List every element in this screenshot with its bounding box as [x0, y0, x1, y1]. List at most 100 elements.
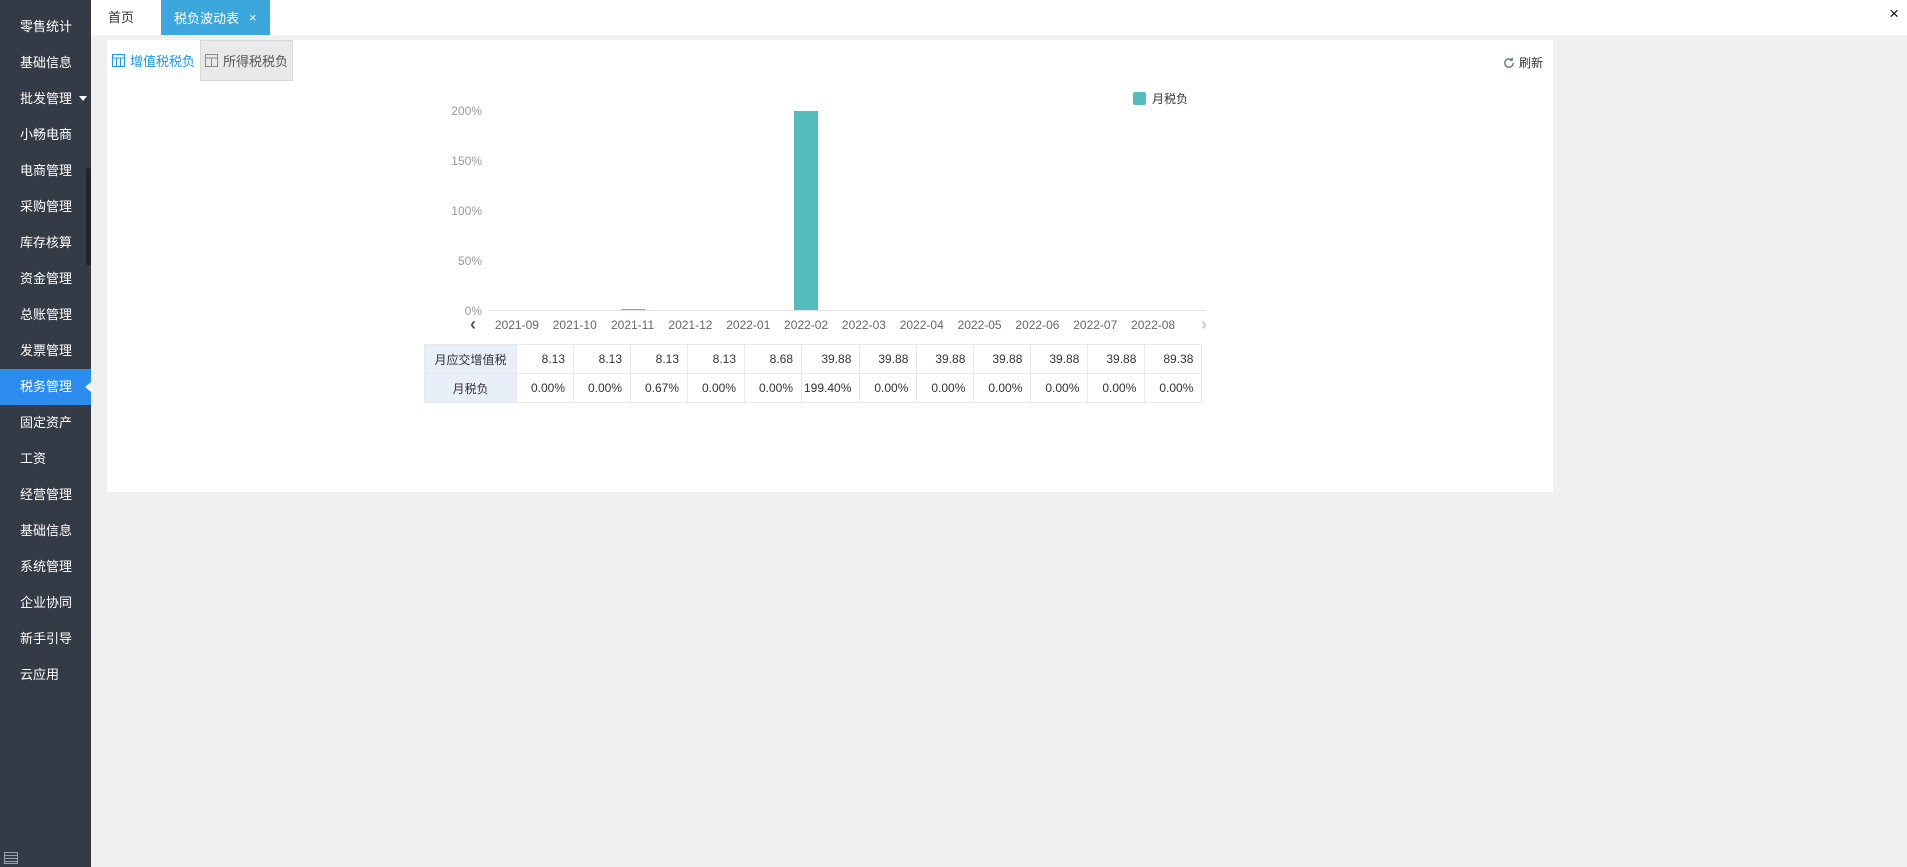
table-cell: 8.13 [630, 344, 688, 374]
x-axis-label: 2021-09 [494, 318, 539, 332]
sidebar-item[interactable]: 固定资产 [0, 405, 91, 441]
table-cell: 8.13 [687, 344, 745, 374]
legend-label: 月税负 [1152, 92, 1189, 106]
sidebar-item-label: 资金管理 [20, 271, 73, 286]
sidebar-scrollbar[interactable] [86, 168, 91, 265]
legend-swatch [1133, 92, 1146, 105]
sidebar-item[interactable]: 资金管理 [0, 261, 91, 297]
sidebar-item[interactable]: 新手引导 [0, 621, 91, 657]
refresh-button[interactable]: 刷新 [1503, 54, 1543, 71]
sidebar-item[interactable]: 基础信息 [0, 513, 91, 549]
x-axis-label: 2021-11 [610, 318, 655, 332]
chevron-down-icon [79, 96, 88, 101]
y-axis-label: 0% [464, 304, 482, 318]
sidebar-menu: 零售统计 基础信息 批发管理 小畅电商 电商管理 采购管理 库存核算 资金管理 总账管理 发票管理… [0, 9, 91, 693]
x-axis-label: 2022-08 [1131, 318, 1176, 332]
sidebar-item[interactable]: 总账管理 [0, 297, 91, 333]
sidebar-item[interactable]: 采购管理 [0, 189, 91, 225]
x-axis-label: 2022-07 [1073, 318, 1118, 332]
tabbar: 首页 税负波动表 × × [91, 0, 1907, 35]
sidebar-item[interactable]: 批发管理 [0, 81, 91, 117]
chart-bar [794, 110, 819, 310]
x-axis-label: 2022-03 [841, 318, 886, 332]
sidebar-item-label: 经营管理 [20, 487, 73, 502]
content-area: 增值税税负 所得税税负 刷新 [91, 35, 1907, 867]
chart-legend[interactable]: 月税负 [1133, 90, 1188, 107]
table-cell: 39.88 [800, 344, 861, 374]
table-cell: 39.88 [1030, 344, 1089, 374]
table-cell: 39.88 [1087, 344, 1146, 374]
sidebar-item-label: 基础信息 [20, 523, 73, 538]
tab-vat-tax-burden[interactable]: 增值税税负 [107, 40, 200, 81]
table-cell: 8.68 [744, 344, 802, 374]
x-axis-label: 2022-06 [1015, 318, 1060, 332]
sidebar-item-label: 批发管理 [20, 91, 73, 106]
refresh-icon [1504, 57, 1514, 68]
sidebar-item-label: 电商管理 [20, 163, 73, 178]
sidebar-item[interactable]: 零售统计 [0, 9, 91, 45]
chevron-right-icon[interactable]: › [1201, 314, 1207, 334]
sidebar-item[interactable]: 系统管理 [0, 549, 91, 585]
y-axis-label: 200% [451, 104, 482, 118]
window-close-icon[interactable]: × [1889, 4, 1899, 23]
sidebar-item[interactable]: 发票管理 [0, 333, 91, 369]
sidebar-item-label: 采购管理 [20, 199, 73, 214]
x-axis-label: 2021-12 [668, 318, 713, 332]
tab-active-label: 税负波动表 [174, 11, 240, 26]
y-axis-label: 50% [457, 254, 482, 268]
table-cell: 39.88 [916, 344, 975, 374]
table-cell: 0.00% [916, 373, 975, 403]
sidebar-item-label: 云应用 [20, 667, 60, 682]
tax-burden-panel: 增值税税负 所得税税负 刷新 [107, 40, 1553, 492]
x-axis-label: 2022-02 [784, 318, 829, 332]
sidebar-item[interactable]: 库存核算 [0, 225, 91, 261]
table-cell: 0.00% [973, 373, 1032, 403]
sidebar-item[interactable]: 企业协同 [0, 585, 91, 621]
sidebar-item-label: 税务管理 [20, 379, 73, 394]
table-cell: 0.00% [1144, 373, 1203, 403]
tab-close-icon[interactable]: × [249, 10, 257, 25]
y-axis-label: 100% [451, 204, 482, 218]
sidebar-item-label: 小畅电商 [20, 127, 73, 142]
table-cell: 0.00% [687, 373, 745, 403]
sidebar-item-label: 工资 [20, 451, 47, 466]
sidebar-item-label: 新手引导 [20, 631, 73, 646]
table-cell: 0.00% [744, 373, 802, 403]
sidebar-item-label: 固定资产 [20, 415, 73, 430]
sidebar-item-label: 基础信息 [20, 55, 73, 70]
table-cell: 39.88 [973, 344, 1032, 374]
bar-chart: 月税负 200% 150% 100% 50% 0% ‹ 2021-09 2021-10 20… [107, 40, 1553, 492]
sidebar-item[interactable]: 工资 [0, 441, 91, 477]
table-cell: 8.13 [516, 344, 574, 374]
sidebar-item-label: 总账管理 [20, 307, 73, 322]
plot-area [488, 110, 1206, 311]
tab-label: 增值税税负 [129, 54, 195, 69]
x-axis-label: 2022-01 [726, 318, 771, 332]
x-axis-label: 2021-10 [552, 318, 597, 332]
table-cell: 0.00% [573, 373, 631, 403]
chevron-left-icon[interactable]: ‹ [470, 314, 476, 334]
table-cell: 89.38 [1144, 344, 1203, 374]
sidebar-item[interactable]: 云应用 [0, 657, 91, 693]
sidebar-item-label: 发票管理 [20, 343, 73, 358]
table-row-header: 月税负 [424, 373, 517, 403]
x-axis-label: 2022-04 [899, 318, 944, 332]
sidebar-item[interactable]: 经营管理 [0, 477, 91, 513]
sidebar-item[interactable]: 基础信息 [0, 45, 91, 81]
sidebar: 零售统计 基础信息 批发管理 小畅电商 电商管理 采购管理 库存核算 资金管理 总账管理 发票管理… [0, 0, 91, 867]
tab-tax-fluctuation[interactable]: 税负波动表 × [161, 0, 270, 35]
sidebar-item-label: 库存核算 [20, 235, 73, 250]
sidebar-item[interactable]: 税务管理 [0, 369, 91, 405]
table-cell: 8.13 [573, 344, 631, 374]
collapse-menu-icon[interactable] [4, 852, 18, 864]
sidebar-item-label: 系统管理 [20, 559, 73, 574]
grid-icon [111, 54, 125, 67]
sidebar-item[interactable]: 电商管理 [0, 153, 91, 189]
table-row: 月应交增值税 8.13 8.13 8.13 8.13 8.68 39.88 39.88 39.8… [424, 344, 1203, 374]
data-table: 月应交增值税 8.13 8.13 8.13 8.13 8.68 39.88 39.88 39.8… [424, 344, 1203, 403]
tab-income-tax-burden[interactable]: 所得税税负 [200, 40, 293, 81]
tab-home[interactable]: 首页 [108, 10, 135, 25]
panel-tabs: 增值税税负 所得税税负 刷新 [107, 40, 1553, 81]
table-cell: 39.88 [859, 344, 918, 374]
sidebar-item[interactable]: 小畅电商 [0, 117, 91, 153]
